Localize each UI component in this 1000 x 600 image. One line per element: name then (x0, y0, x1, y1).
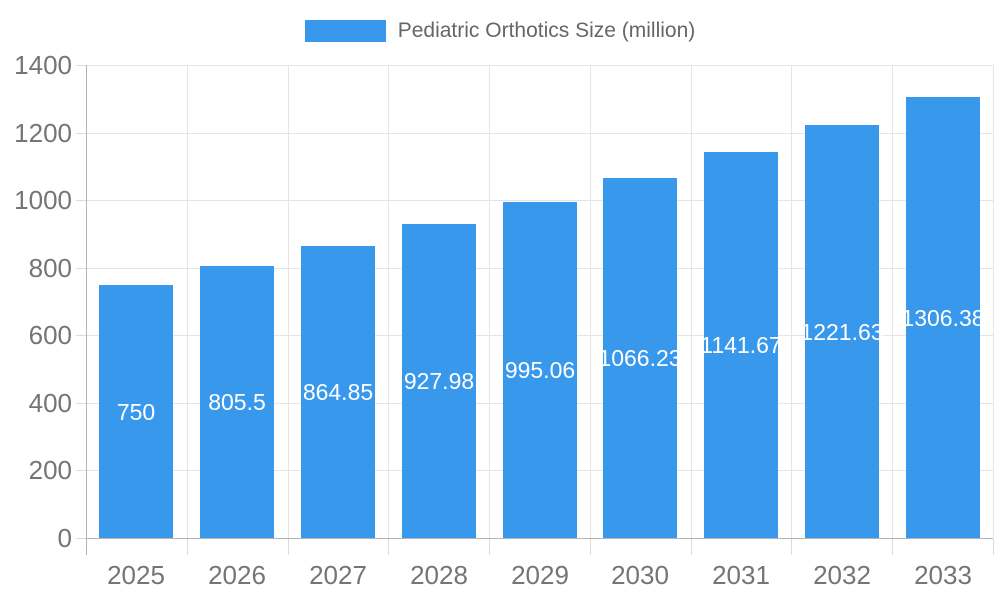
x-axis-tick (691, 539, 692, 555)
x-axis-tick (892, 539, 893, 555)
bar[interactable] (200, 266, 274, 538)
y-axis-tick (76, 538, 86, 539)
y-axis-tick-label: 800 (28, 253, 72, 283)
x-axis-tick (388, 539, 389, 555)
x-axis-tick (993, 539, 994, 555)
x-axis-tick (489, 539, 490, 555)
y-gridline (86, 133, 993, 134)
bar[interactable] (301, 246, 375, 538)
y-axis-tick (76, 65, 86, 66)
x-axis-tick (791, 539, 792, 555)
y-axis-tick-label: 600 (28, 320, 72, 350)
y-gridline (86, 200, 993, 201)
x-gridline (86, 65, 87, 555)
legend-swatch (304, 20, 386, 42)
x-axis-tick-label: 2027 (309, 560, 367, 590)
x-gridline (691, 65, 692, 538)
y-axis-tick-label: 400 (28, 388, 72, 418)
x-axis-tick-label: 2031 (712, 560, 770, 590)
y-axis-tick-label: 1400 (14, 50, 72, 80)
bar[interactable] (603, 178, 677, 538)
x-axis-tick-label: 2028 (410, 560, 468, 590)
y-axis-tick (76, 133, 86, 134)
x-gridline (791, 65, 792, 538)
x-gridline (187, 65, 188, 538)
legend-item[interactable]: Pediatric Orthotics Size (million) (304, 19, 696, 42)
x-axis-tick-label: 2025 (107, 560, 165, 590)
x-axis-tick-label: 2033 (914, 560, 972, 590)
y-axis-tick-label: 1200 (14, 118, 72, 148)
x-axis-tick-label: 2030 (611, 560, 669, 590)
bar[interactable] (805, 125, 879, 538)
y-gridline (86, 538, 993, 539)
bar[interactable] (906, 97, 980, 538)
y-axis-tick-label: 200 (28, 455, 72, 485)
y-axis-tick-label: 0 (57, 523, 72, 553)
x-gridline (590, 65, 591, 538)
legend-label: Pediatric Orthotics Size (million) (397, 19, 696, 42)
y-axis-tick-label: 1000 (14, 185, 72, 215)
y-axis-tick (76, 403, 86, 404)
bar[interactable] (704, 152, 778, 538)
legend: Pediatric Orthotics Size (million) (0, 20, 1000, 42)
y-axis-tick (76, 470, 86, 471)
x-axis-tick-label: 2032 (813, 560, 871, 590)
x-gridline (489, 65, 490, 538)
y-axis-tick (76, 268, 86, 269)
y-axis-tick (76, 200, 86, 201)
y-gridline (86, 65, 993, 66)
bar[interactable] (402, 224, 476, 538)
x-gridline (993, 65, 994, 538)
x-gridline (892, 65, 893, 538)
bar[interactable] (99, 285, 173, 538)
x-gridline (388, 65, 389, 538)
x-axis-tick (187, 539, 188, 555)
x-axis-tick-label: 2029 (511, 560, 569, 590)
bar[interactable] (503, 202, 577, 538)
y-axis-tick (76, 335, 86, 336)
x-axis-tick (288, 539, 289, 555)
x-gridline (288, 65, 289, 538)
x-axis-tick-label: 2026 (208, 560, 266, 590)
x-axis-tick (590, 539, 591, 555)
